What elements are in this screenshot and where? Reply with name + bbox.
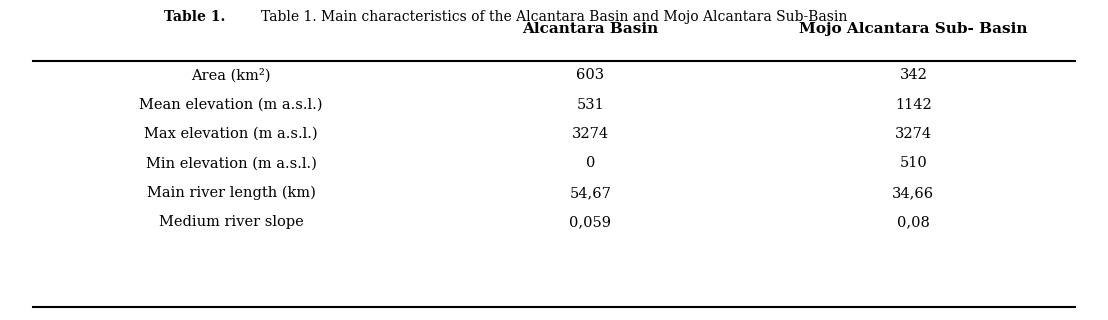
Text: Table 1. Main characteristics of the Alcantara Basin and Mojo Alcantara Sub-Basi: Table 1. Main characteristics of the Alc… [260, 10, 848, 24]
Text: 342: 342 [900, 68, 927, 83]
Text: 34,66: 34,66 [892, 186, 934, 200]
Text: 0,08: 0,08 [896, 215, 930, 229]
Text: 603: 603 [576, 68, 605, 83]
Text: Main river length (km): Main river length (km) [146, 186, 316, 200]
Text: Min elevation (m a.s.l.): Min elevation (m a.s.l.) [145, 156, 317, 171]
Text: Mojo Alcantara Sub- Basin: Mojo Alcantara Sub- Basin [799, 22, 1027, 36]
Text: Table 1.: Table 1. [164, 10, 225, 24]
Text: Alcantara Basin: Alcantara Basin [522, 22, 658, 36]
Text: Area (km²): Area (km²) [192, 68, 270, 83]
Text: 0: 0 [586, 156, 595, 171]
Text: 3274: 3274 [572, 127, 609, 141]
Text: 0,059: 0,059 [570, 215, 612, 229]
Text: 1142: 1142 [895, 98, 932, 112]
Text: 3274: 3274 [895, 127, 932, 141]
Text: 54,67: 54,67 [570, 186, 612, 200]
Text: Mean elevation (m a.s.l.): Mean elevation (m a.s.l.) [140, 98, 322, 112]
Text: 510: 510 [900, 156, 927, 171]
Text: Medium river slope: Medium river slope [158, 215, 304, 229]
Text: 531: 531 [576, 98, 604, 112]
Text: Max elevation (m a.s.l.): Max elevation (m a.s.l.) [144, 127, 318, 141]
